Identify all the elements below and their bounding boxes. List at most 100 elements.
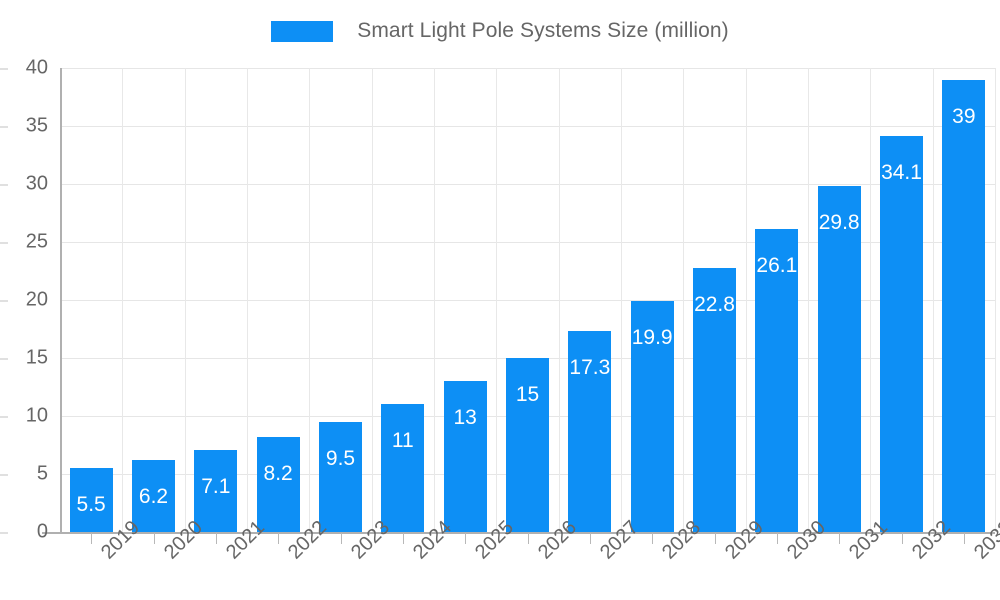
x-axis-tick-label: 2029 <box>720 516 768 564</box>
bar[interactable]: 9.5 <box>319 421 362 532</box>
y-axis-tick-label: 5 <box>0 463 48 486</box>
y-axis-tick-label: 40 <box>0 57 48 80</box>
x-axis-tick-label: 2025 <box>471 516 519 564</box>
gridline-horizontal <box>60 184 995 185</box>
gridline-vertical <box>247 68 248 532</box>
y-axis-tick-mark <box>0 68 8 69</box>
gridline-vertical <box>621 68 622 532</box>
bar-value-label: 15 <box>515 383 540 406</box>
bar[interactable]: 26.1 <box>755 229 799 532</box>
y-axis-tick-label: 30 <box>0 173 48 196</box>
bar-value-label: 11 <box>391 429 414 453</box>
gridline-horizontal <box>60 68 995 69</box>
x-axis-tick-mark <box>403 533 404 544</box>
bar-value-label: 19.9 <box>631 326 673 350</box>
bar-value-label: 13 <box>453 406 477 430</box>
bar[interactable]: 29.8 <box>817 186 861 532</box>
gridline-vertical <box>185 68 186 532</box>
gridline-vertical <box>496 68 497 532</box>
bar-value-label: 34.1 <box>881 161 922 185</box>
x-axis-tick-mark <box>652 533 653 544</box>
x-axis-tick-label: 2032 <box>907 516 955 564</box>
bar-value-label: 7.1 <box>201 474 231 498</box>
bar-value-label: 9.5 <box>325 446 356 470</box>
bar[interactable]: 7.1 <box>194 449 238 532</box>
x-axis-tick-label: 2031 <box>845 516 893 564</box>
y-axis-tick-label: 35 <box>0 115 48 138</box>
bar[interactable]: 13 <box>443 381 487 532</box>
gridline-vertical <box>309 68 310 532</box>
x-axis-line <box>42 532 995 534</box>
x-axis-tick-mark <box>902 533 903 544</box>
bar-value-label: 17.3 <box>569 356 611 380</box>
y-axis-tick-mark <box>0 300 8 301</box>
x-axis-tick-label: 2027 <box>595 516 643 564</box>
gridline-horizontal <box>60 242 995 243</box>
y-axis-tick-mark <box>0 126 8 127</box>
x-axis-tick-label: 2020 <box>159 516 207 564</box>
gridline-vertical <box>808 68 809 532</box>
y-axis-tick-mark <box>0 358 8 359</box>
x-axis-tick-label: 2019 <box>97 516 145 564</box>
x-axis-tick-mark <box>964 533 965 544</box>
legend-color-swatch <box>271 20 334 42</box>
y-axis-tick-label: 0 <box>0 521 48 544</box>
bar[interactable]: 6.2 <box>132 460 175 532</box>
bar-value-label: 5.5 <box>76 493 106 517</box>
x-axis-tick-mark <box>715 533 716 544</box>
y-axis-line <box>60 68 62 533</box>
y-axis-tick-label: 20 <box>0 289 48 312</box>
gridline-vertical <box>434 68 435 532</box>
gridline-vertical <box>559 68 560 532</box>
bar-value-label: 29.8 <box>818 211 860 235</box>
y-axis-tick-label: 10 <box>0 405 48 428</box>
bar[interactable]: 19.9 <box>630 301 674 532</box>
x-axis-tick-label: 2028 <box>658 516 706 564</box>
x-axis-tick-mark <box>465 533 466 544</box>
y-axis-tick-mark <box>0 474 8 475</box>
x-axis-tick-label: 2024 <box>408 516 456 564</box>
x-axis-tick-label: 2023 <box>346 516 394 564</box>
bar-value-label: 22.8 <box>694 292 735 316</box>
bar-value-label: 26.1 <box>756 254 798 278</box>
gridline-horizontal <box>60 126 995 127</box>
bar-value-label: 8.2 <box>263 461 293 485</box>
bar[interactable]: 15 <box>506 358 549 532</box>
bar[interactable]: 39 <box>942 79 986 532</box>
bar-value-label: 6.2 <box>138 485 169 509</box>
x-axis-tick-mark <box>839 533 840 544</box>
gridline-vertical <box>372 68 373 532</box>
bar-value-label: 39 <box>952 104 976 128</box>
bar[interactable]: 11 <box>381 404 425 532</box>
x-axis-tick-mark <box>777 533 778 544</box>
y-axis-tick-mark <box>0 184 8 185</box>
y-axis-tick-mark <box>0 532 8 533</box>
gridline-vertical <box>933 68 934 532</box>
x-axis-tick-mark <box>91 533 92 544</box>
y-axis-tick-mark <box>0 242 8 243</box>
y-axis-tick-label: 25 <box>0 231 48 254</box>
gridline-vertical <box>746 68 747 532</box>
bar[interactable]: 22.8 <box>693 267 736 532</box>
bar[interactable]: 17.3 <box>568 331 612 532</box>
legend-series-label: Smart Light Pole Systems Size (million) <box>357 19 729 42</box>
x-axis-tick-mark <box>154 533 155 544</box>
y-axis-tick-label: 15 <box>0 347 48 370</box>
gridline-vertical <box>870 68 871 532</box>
x-axis-tick-label: 2022 <box>284 516 332 564</box>
bar[interactable]: 5.5 <box>69 468 113 532</box>
x-axis-tick-mark <box>590 533 591 544</box>
x-axis-tick-label: 2021 <box>221 516 269 564</box>
x-axis-tick-label: 2026 <box>533 516 581 564</box>
bar[interactable]: 8.2 <box>256 436 300 532</box>
bar[interactable]: 34.1 <box>880 136 923 532</box>
gridline-vertical <box>683 68 684 532</box>
x-axis-tick-mark <box>216 533 217 544</box>
gridline-vertical <box>995 68 996 532</box>
x-axis-tick-label: 2030 <box>782 516 830 564</box>
x-axis-tick-mark <box>341 533 342 544</box>
x-axis-tick-label: 2033 <box>969 516 1000 564</box>
x-axis-tick-mark <box>528 533 529 544</box>
gridline-horizontal <box>60 300 995 301</box>
